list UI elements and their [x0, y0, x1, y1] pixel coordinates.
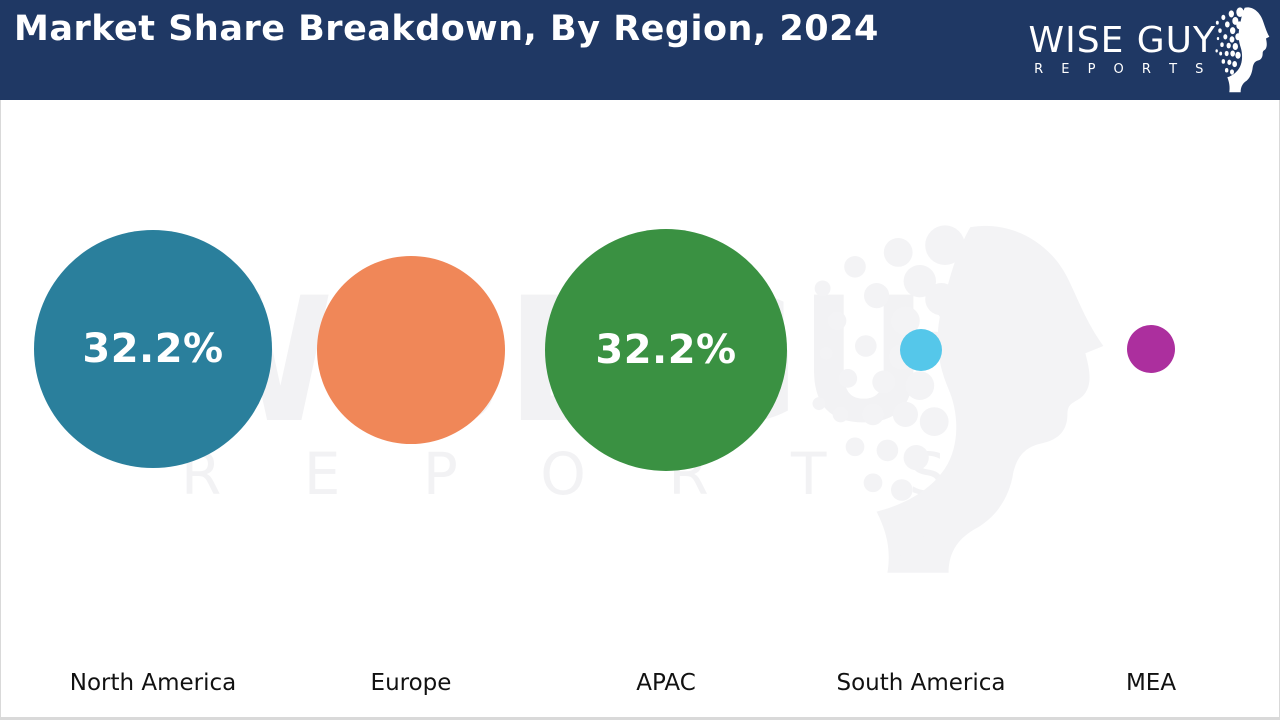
bubble-apac: 32.2% — [545, 229, 787, 471]
category-label-south-america: South America — [836, 670, 1006, 696]
brand-head-icon — [1215, 7, 1270, 93]
bubble-mea — [1127, 325, 1175, 373]
category-label-north-america: North America — [69, 670, 237, 696]
bubble-north-america: 32.2% — [34, 230, 272, 468]
page-title: Market Share Breakdown, By Region, 2024 — [14, 9, 879, 49]
chart-area: WISE GUY R E P O R T S 32.2%North Americ… — [0, 100, 1280, 720]
category-label-apac: APAC — [636, 670, 696, 696]
brand-logo-title: WISE GUY — [1028, 20, 1216, 61]
category-label-mea: MEA — [1125, 670, 1177, 696]
brand-logo-text: WISE GUY R E P O R T S — [1028, 20, 1217, 78]
brand-logo-subtitle: R E P O R T S — [1034, 62, 1211, 77]
category-label-europe: Europe — [370, 670, 452, 696]
bubble-chart-layer: 32.2% North America Europe 32.2% APAC South A… — [1, 100, 1279, 717]
header: Market Share Breakdown, By Region, 2024 … — [0, 0, 1280, 100]
bubble-europe — [317, 256, 505, 444]
brand-logo: WISE GUY R E P O R T S — [1029, 0, 1280, 100]
bubble-value-label-north-america: 32.2% — [82, 326, 224, 372]
bubble-south-america — [900, 329, 942, 371]
watermark-subtext: R E P O R T S — [181, 440, 978, 508]
bubble-value-label-apac: 32.2% — [595, 327, 737, 373]
